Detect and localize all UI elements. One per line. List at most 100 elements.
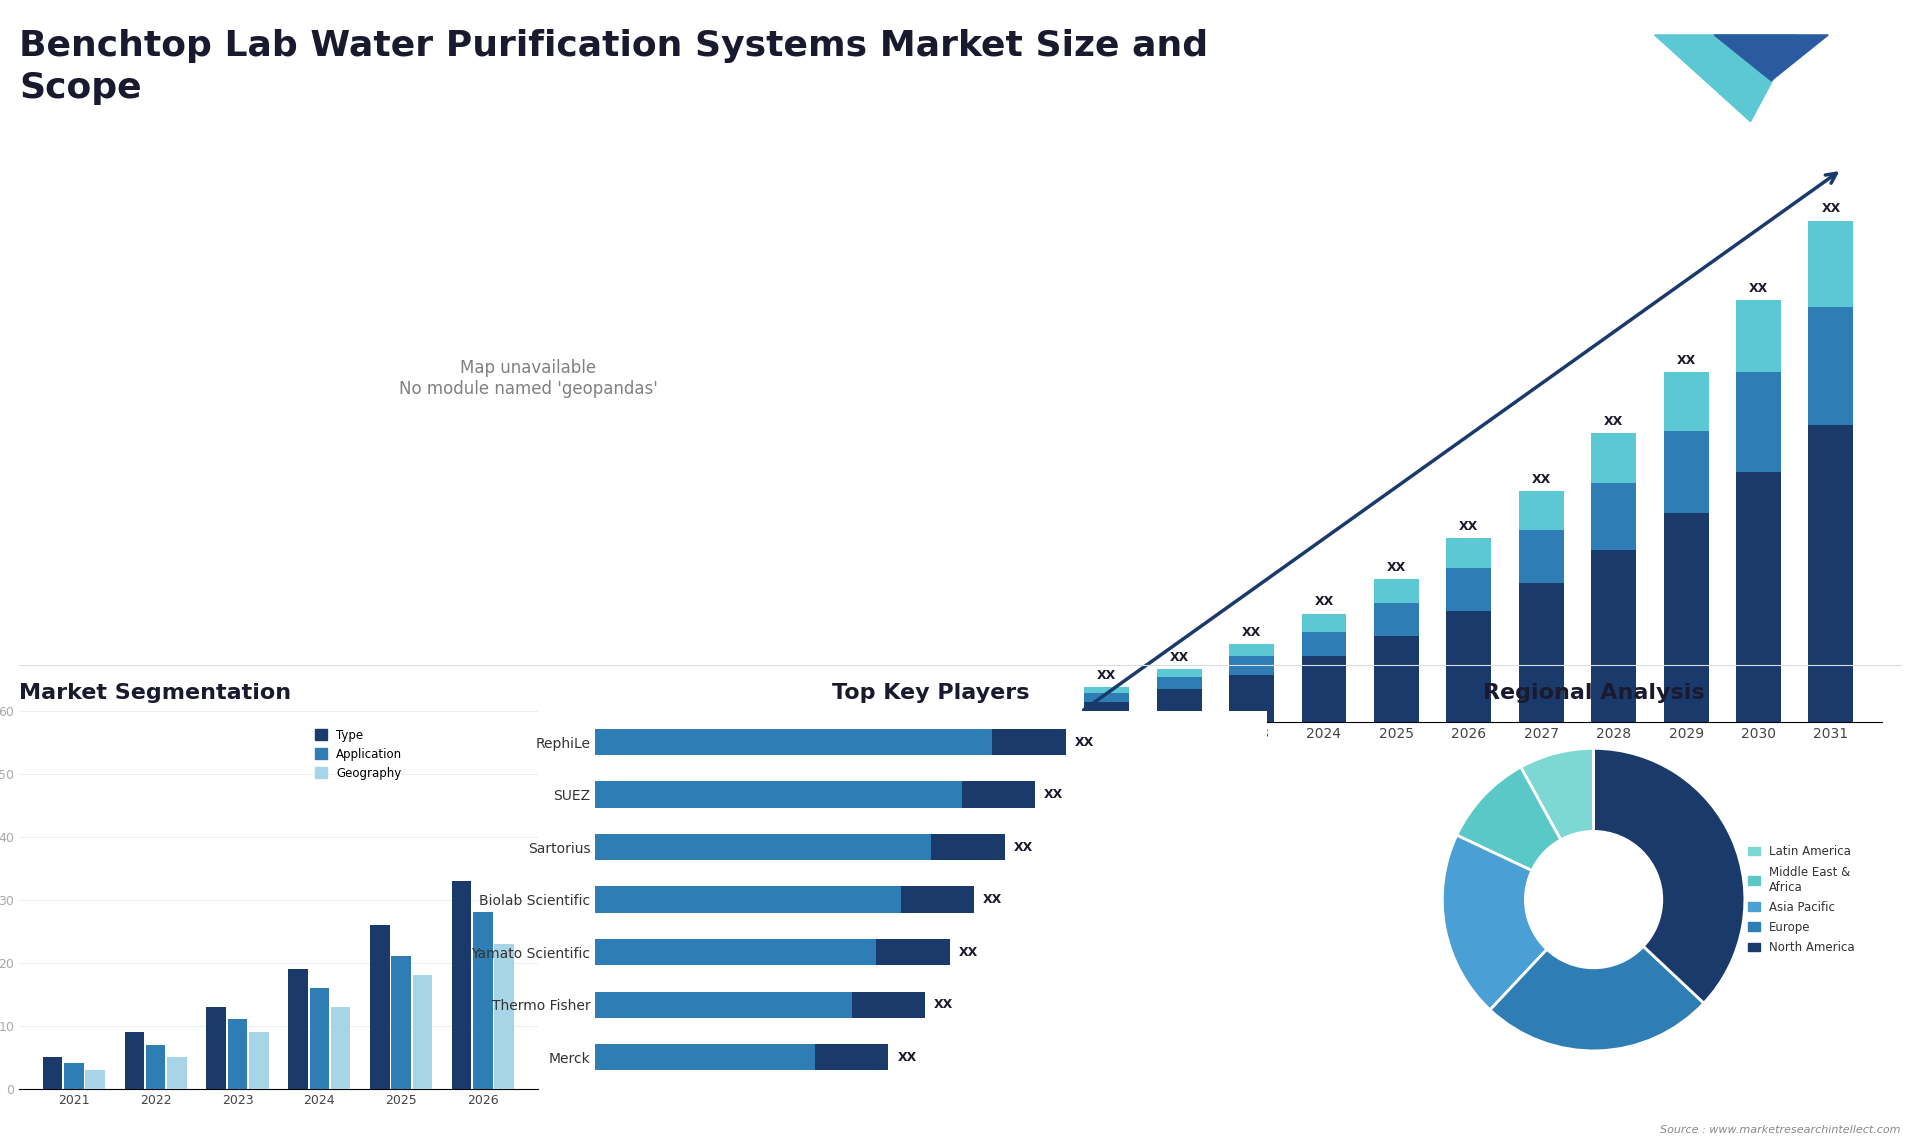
Bar — [1736, 300, 1782, 372]
Text: XX: XX — [1315, 596, 1334, 609]
Bar — [146, 1045, 165, 1089]
Bar — [1736, 372, 1782, 472]
Bar — [1519, 490, 1563, 529]
Text: Map unavailable
No module named 'geopandas': Map unavailable No module named 'geopand… — [399, 359, 657, 398]
Bar — [392, 956, 411, 1089]
Bar — [1375, 636, 1419, 722]
Bar — [595, 782, 962, 808]
Bar — [1085, 693, 1129, 701]
Bar — [472, 912, 493, 1089]
Text: XX: XX — [1169, 651, 1188, 664]
Text: XX: XX — [1822, 203, 1841, 215]
Text: XX: XX — [1242, 626, 1261, 639]
Bar — [1302, 613, 1346, 631]
Bar — [1592, 482, 1636, 550]
Bar — [1519, 583, 1563, 722]
Text: XX: XX — [1459, 519, 1478, 533]
Bar — [852, 991, 925, 1018]
Bar — [250, 1031, 269, 1089]
Text: Benchtop Lab Water Purification Systems Market Size and
Scope: Benchtop Lab Water Purification Systems … — [19, 29, 1208, 104]
Bar — [309, 988, 328, 1089]
Bar — [1229, 644, 1275, 657]
Bar — [330, 1006, 349, 1089]
Title: Regional Analysis: Regional Analysis — [1482, 683, 1705, 704]
Text: XX: XX — [1386, 560, 1405, 574]
Text: XX: XX — [935, 998, 954, 1011]
Bar — [451, 880, 472, 1089]
Bar — [595, 1044, 816, 1070]
Bar — [1375, 603, 1419, 636]
Wedge shape — [1442, 835, 1594, 1010]
Bar — [1446, 537, 1492, 568]
Bar — [595, 834, 931, 861]
Bar — [1156, 689, 1202, 722]
Bar — [595, 729, 993, 755]
Text: XX: XX — [1676, 354, 1695, 367]
Bar — [1809, 425, 1853, 722]
Bar — [1809, 220, 1853, 307]
Bar — [595, 887, 900, 912]
Bar — [1592, 433, 1636, 482]
Text: XX: XX — [983, 893, 1002, 906]
Bar — [816, 1044, 889, 1070]
Bar — [1446, 568, 1492, 612]
Text: XX: XX — [1044, 788, 1064, 801]
Text: XX: XX — [1014, 840, 1033, 854]
Text: MARKET
RESEARCH
INTELLECT: MARKET RESEARCH INTELLECT — [1812, 49, 1870, 87]
Text: Source : www.marketresearchintellect.com: Source : www.marketresearchintellect.com — [1661, 1124, 1901, 1135]
Bar — [84, 1070, 106, 1089]
Text: XX: XX — [958, 945, 977, 959]
Bar — [288, 968, 307, 1089]
Legend: Latin America, Middle East &
Africa, Asia Pacific, Europe, North America: Latin America, Middle East & Africa, Asi… — [1743, 841, 1860, 958]
Text: XX: XX — [1075, 736, 1094, 748]
Bar — [595, 939, 876, 965]
Bar — [1302, 631, 1346, 657]
Circle shape — [1524, 830, 1663, 970]
Bar — [1446, 612, 1492, 722]
Bar — [1229, 657, 1275, 675]
Wedge shape — [1490, 900, 1703, 1051]
Bar — [63, 1063, 84, 1089]
Bar — [1592, 550, 1636, 722]
Polygon shape — [1655, 34, 1797, 121]
Bar — [495, 944, 515, 1089]
Wedge shape — [1594, 748, 1745, 1003]
Legend: Type, Application, Geography: Type, Application, Geography — [311, 724, 407, 784]
Bar — [931, 834, 1004, 861]
Bar — [371, 925, 390, 1089]
Bar — [1229, 675, 1275, 722]
Bar — [1375, 579, 1419, 603]
Text: XX: XX — [897, 1051, 918, 1063]
Bar — [876, 939, 950, 965]
Bar — [1663, 372, 1709, 431]
Bar — [1663, 431, 1709, 513]
Bar — [413, 975, 432, 1089]
Text: Market Segmentation: Market Segmentation — [19, 683, 292, 704]
Wedge shape — [1521, 748, 1594, 900]
Bar — [1809, 306, 1853, 425]
Wedge shape — [1457, 767, 1594, 900]
Polygon shape — [1715, 34, 1828, 80]
Bar — [1302, 657, 1346, 722]
Bar — [42, 1057, 61, 1089]
Title: Top Key Players: Top Key Players — [833, 683, 1029, 704]
Bar — [1519, 529, 1563, 583]
Bar — [962, 782, 1035, 808]
Text: XX: XX — [1749, 282, 1768, 296]
Bar — [1663, 513, 1709, 722]
Bar — [1156, 677, 1202, 689]
Bar — [595, 991, 852, 1018]
Bar — [1085, 688, 1129, 693]
Text: XX: XX — [1096, 669, 1116, 682]
Bar — [1085, 701, 1129, 722]
Bar — [1156, 669, 1202, 677]
Bar — [1736, 472, 1782, 722]
Text: XX: XX — [1603, 415, 1622, 429]
Text: XX: XX — [1532, 472, 1551, 486]
Bar — [167, 1057, 186, 1089]
Bar — [228, 1020, 248, 1089]
Bar — [900, 887, 973, 912]
Bar — [125, 1031, 144, 1089]
Bar — [207, 1006, 227, 1089]
Bar — [993, 729, 1066, 755]
